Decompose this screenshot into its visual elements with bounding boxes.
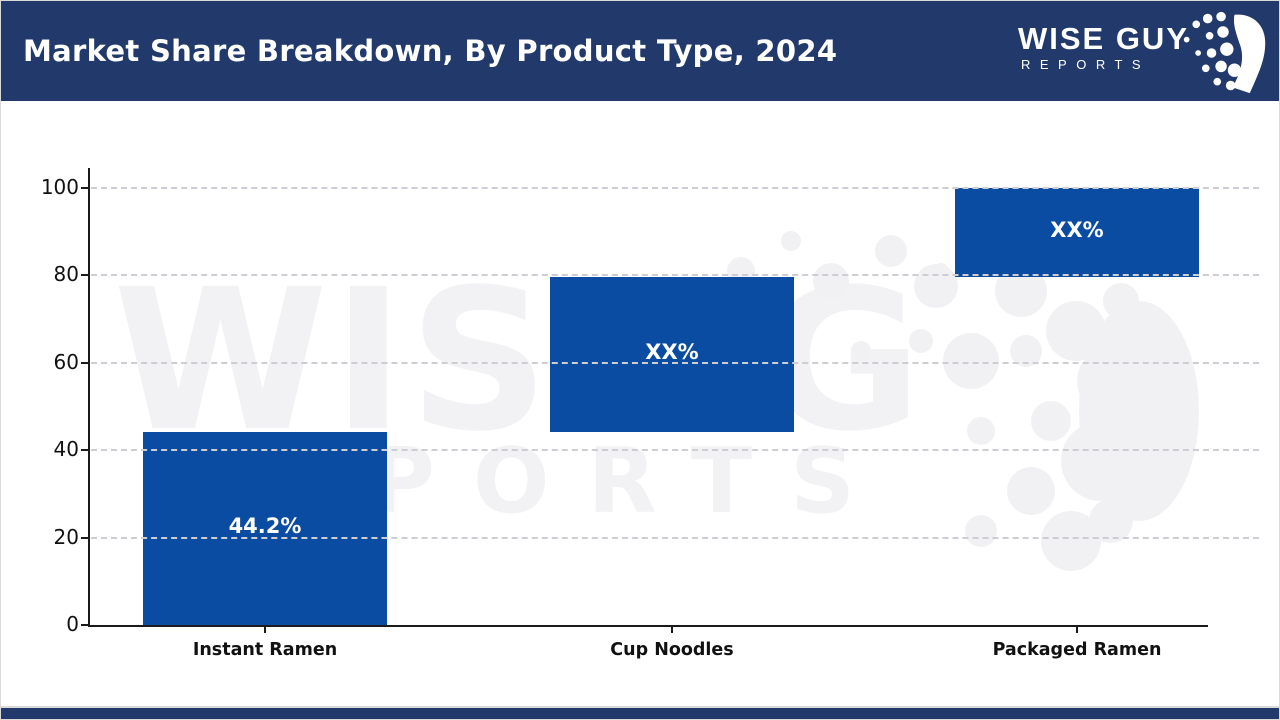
category-label: Packaged Ramen (992, 640, 1162, 660)
y-tick-mark (81, 186, 89, 189)
x-tick-mark (1076, 625, 1078, 633)
chart-title: Market Share Breakdown, By Product Type,… (23, 34, 838, 68)
bar-segment (550, 277, 794, 432)
y-tick-mark (81, 536, 89, 539)
gridline (91, 449, 1259, 452)
footer-bar (1, 708, 1279, 719)
bar-segment (143, 431, 387, 625)
x-tick-mark (671, 625, 673, 633)
x-axis-line (88, 625, 1208, 627)
y-tick-mark (81, 624, 89, 626)
gridline (91, 361, 1259, 364)
bar-value-label: 44.2% (228, 514, 302, 539)
y-axis-line (88, 168, 90, 627)
x-tick-mark (264, 625, 266, 633)
y-axis-tick-label: 80 (53, 262, 79, 287)
bar-value-label: XX% (1050, 218, 1104, 243)
bar-value-label: XX% (645, 340, 699, 365)
footer-divider (1, 706, 1279, 708)
y-axis-tick-label: 0 (66, 612, 79, 636)
logo-head-icon (1183, 11, 1266, 94)
header: Market Share Breakdown, By Product Type,… (1, 1, 1279, 101)
wise-guy-reports-logo: WISE GUY REPORTS (1017, 6, 1279, 96)
y-axis-tick-label: 60 (53, 349, 79, 374)
category-label: Cup Noodles (610, 640, 734, 660)
logo-wiseguy-label: WISE GUY (1017, 21, 1189, 56)
gridline (91, 274, 1259, 277)
y-axis-tick-label: 20 (53, 524, 79, 549)
y-axis-tick-label: 40 (53, 437, 79, 462)
category-label: Instant Ramen (192, 640, 338, 660)
y-tick-mark (81, 274, 89, 277)
gridline (91, 536, 1259, 539)
y-axis-tick-label: 100 (40, 174, 79, 199)
logo-reports-label: REPORTS (1020, 57, 1151, 73)
y-tick-mark (81, 361, 89, 364)
y-tick-mark (81, 449, 89, 452)
logo-text: WISE GUY REPORTS (1017, 21, 1189, 73)
gridline (91, 186, 1259, 189)
